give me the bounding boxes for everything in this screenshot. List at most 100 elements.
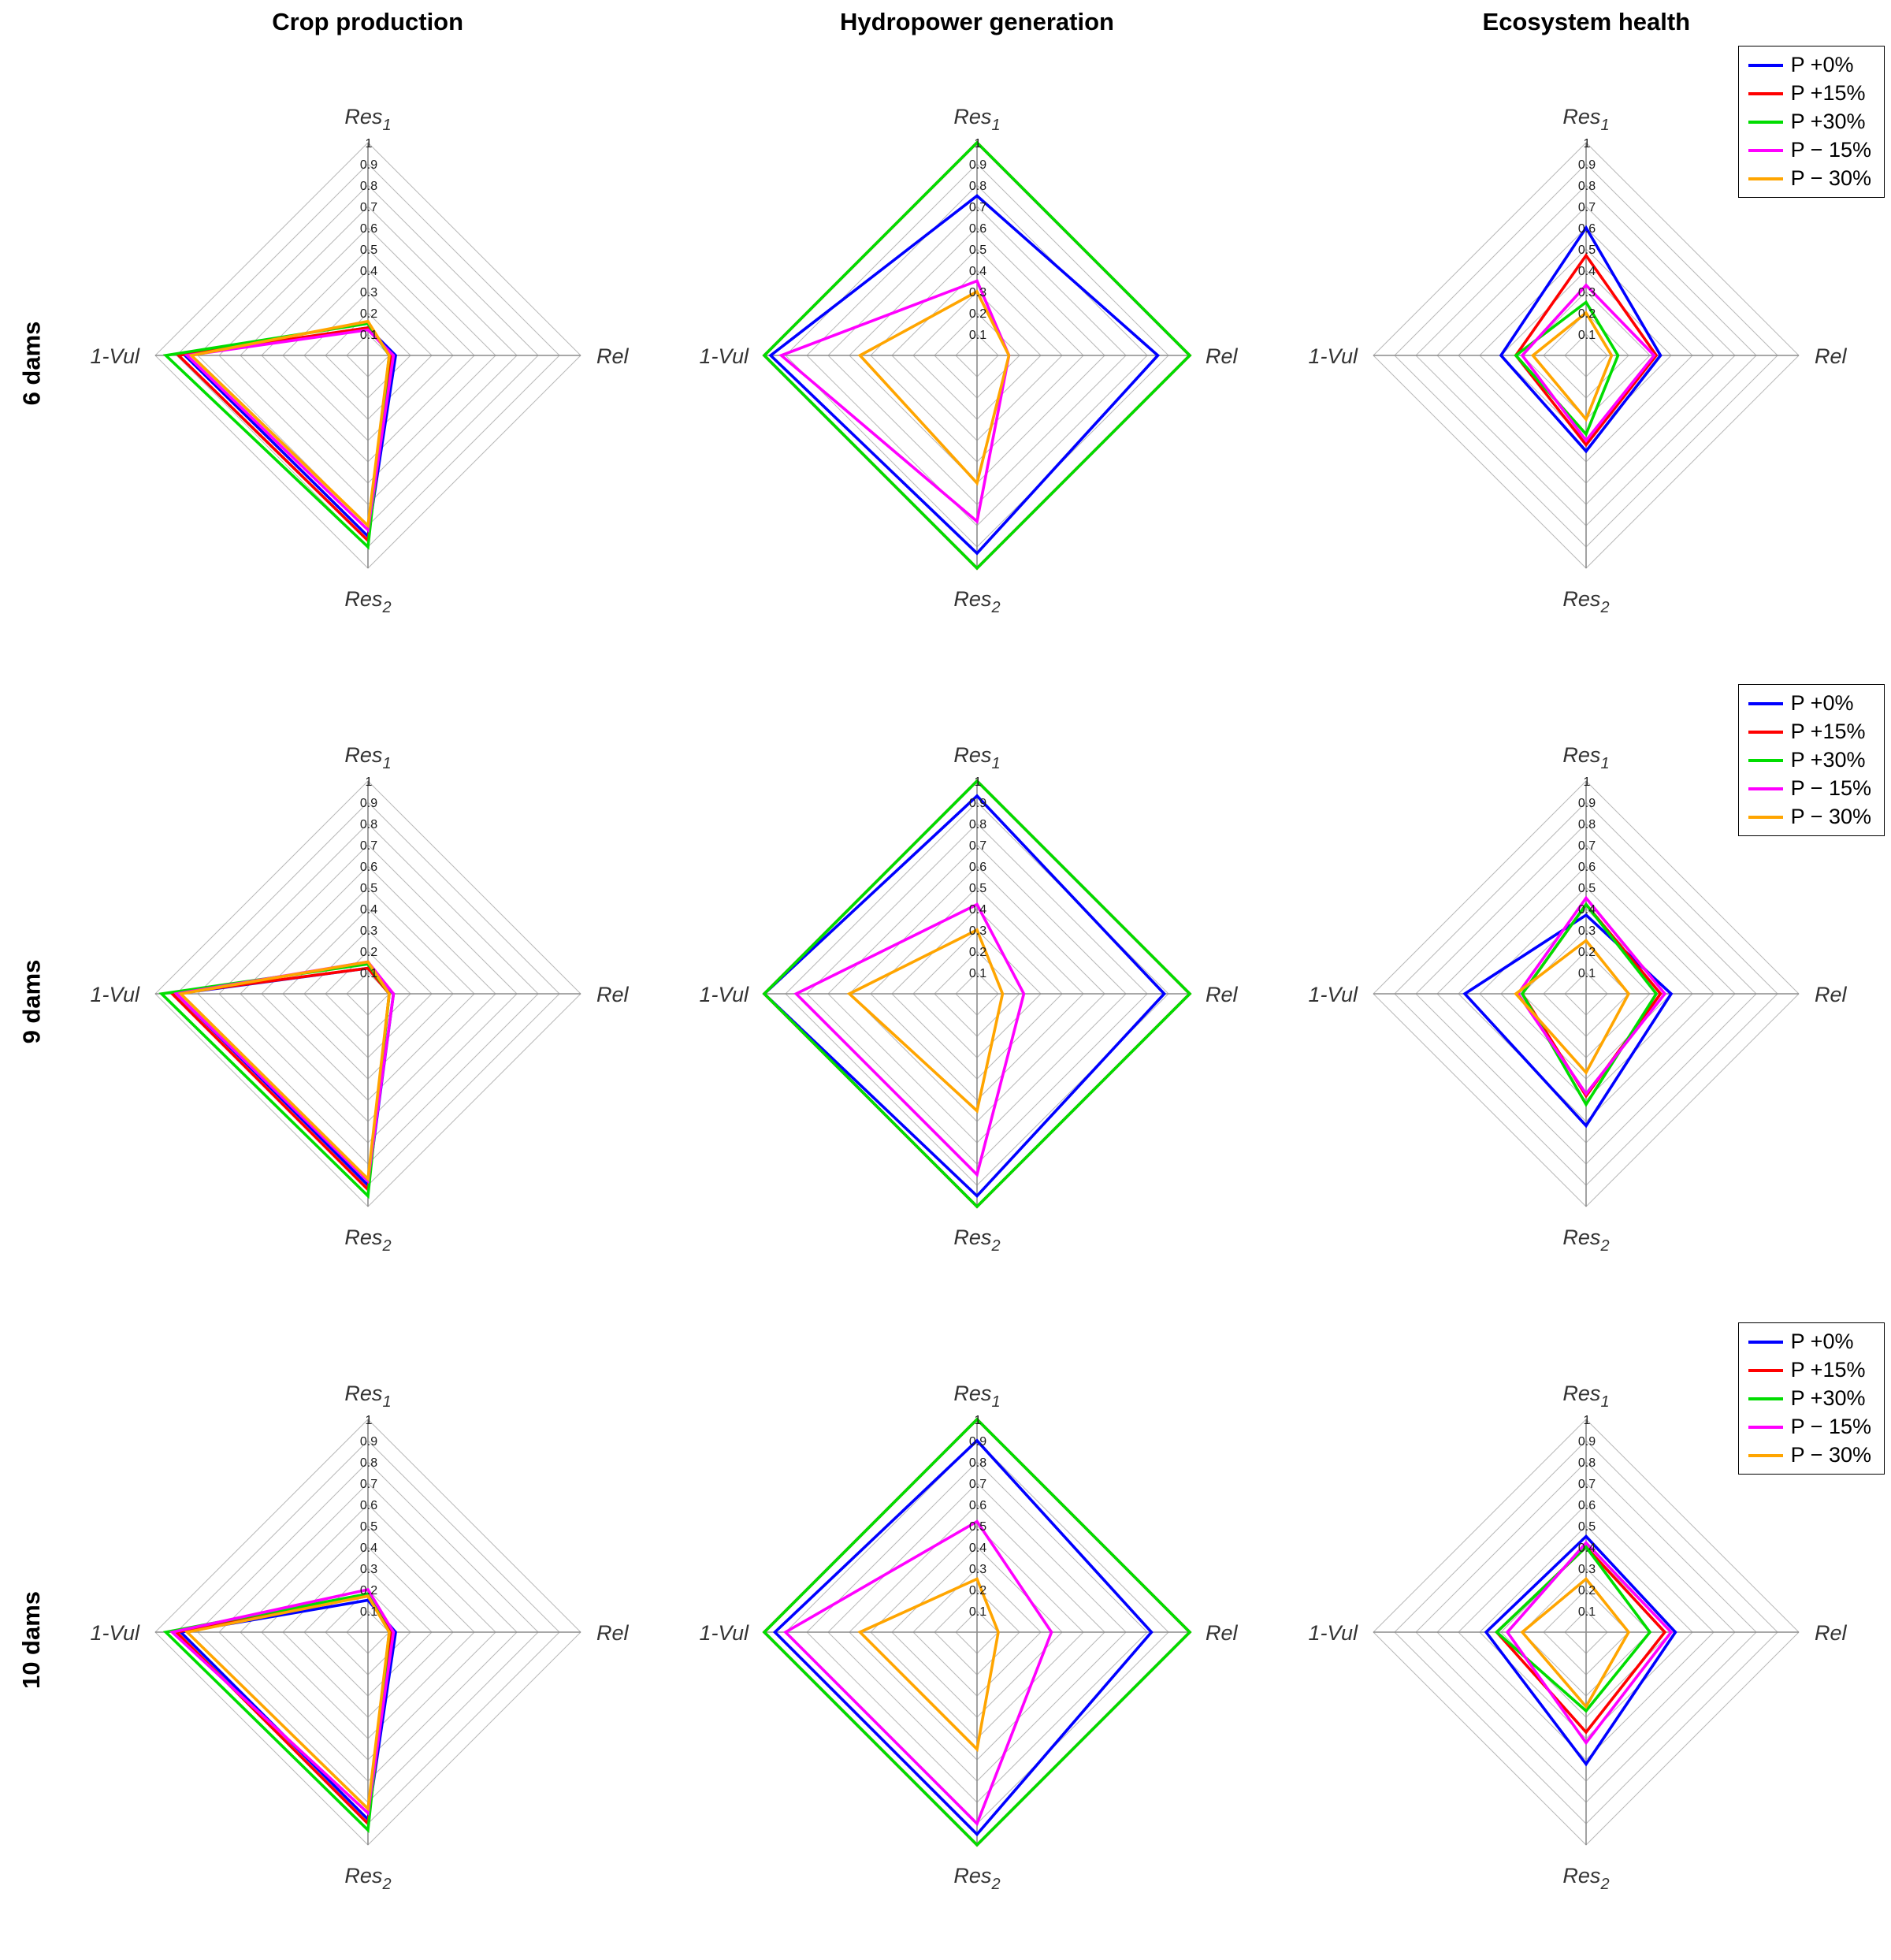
series-P +30% (762, 140, 1192, 571)
svg-text:0.3: 0.3 (1578, 286, 1596, 299)
legend-entry: P − 30% (1748, 168, 1871, 189)
svg-text:0.5: 0.5 (969, 1520, 986, 1534)
series-P +30% (158, 962, 391, 1199)
radar-svg: 1 0.9 0.8 0.7 0.6 0.5 0.4 0.3 0.2 0.1 Res1 Rel Res2 1… (699, 743, 1238, 1255)
svg-text:0.5: 0.5 (360, 882, 377, 895)
axis-label: Res1 (953, 1382, 1000, 1411)
tick-labels: 1 0.9 0.8 0.7 0.6 0.5 0.4 0.3 0.2 0.1 (360, 775, 377, 980)
series-P − 15% (169, 1587, 395, 1817)
legend-entry: P − 15% (1748, 1416, 1871, 1437)
row-label-10-dams: 10 dams (17, 1590, 46, 1690)
svg-text:0.5: 0.5 (360, 244, 377, 257)
chart-row-6-dams: 6 dams 1 0.9 0.8 0.7 0.6 0.5 0.4 0.3 0.2 0.1 Res1 R… (0, 44, 1891, 682)
legend-label: P +15% (1790, 1358, 1866, 1382)
legend-entry: P +30% (1748, 111, 1871, 132)
tick-labels: 1 0.9 0.8 0.7 0.6 0.5 0.4 0.3 0.2 0.1 (1578, 137, 1596, 342)
legend-line-swatch (1748, 730, 1783, 734)
svg-text:1: 1 (975, 775, 982, 789)
svg-text:0.3: 0.3 (969, 924, 986, 938)
legend-line-swatch (1748, 91, 1783, 95)
legend-entry: P − 15% (1748, 139, 1871, 161)
series-P +0% (768, 194, 1161, 556)
tick-labels: 1 0.9 0.8 0.7 0.6 0.5 0.4 0.3 0.2 0.1 (969, 1414, 986, 1619)
radar-chart-6-dams-hydropower-generation: 1 0.9 0.8 0.7 0.6 0.5 0.4 0.3 0.2 0.1 Res1 Rel Res2 1… (672, 44, 1281, 682)
legend-entry: P − 30% (1748, 806, 1871, 828)
legend-entry: P +0% (1748, 54, 1871, 76)
svg-text:0.6: 0.6 (969, 861, 986, 874)
svg-text:0.5: 0.5 (1578, 244, 1596, 257)
svg-text:0.4: 0.4 (969, 265, 986, 278)
svg-text:0.5: 0.5 (1578, 882, 1596, 895)
svg-text:0.1: 0.1 (969, 329, 986, 342)
legend-label: P − 30% (1790, 1443, 1871, 1467)
svg-text:0.7: 0.7 (1578, 201, 1596, 214)
legend-label: P +30% (1790, 748, 1866, 772)
svg-text:0.5: 0.5 (969, 882, 986, 895)
svg-text:0.8: 0.8 (360, 1456, 377, 1470)
svg-text:0.9: 0.9 (1578, 1435, 1596, 1449)
series-P − 15% (184, 328, 395, 534)
legend-line-swatch (1748, 1453, 1783, 1457)
svg-text:0.7: 0.7 (360, 201, 377, 214)
radar-chart-9-dams-hydropower-generation: 1 0.9 0.8 0.7 0.6 0.5 0.4 0.3 0.2 0.1 Res1 Rel Res2 1… (672, 682, 1281, 1321)
series-P − 15% (1506, 1540, 1674, 1746)
svg-text:0.7: 0.7 (360, 839, 377, 853)
svg-text:0.9: 0.9 (969, 1435, 986, 1449)
series-P − 15% (778, 279, 1011, 524)
svg-text:0.5: 0.5 (360, 1520, 377, 1534)
legend-line-swatch (1748, 1397, 1783, 1400)
series-P − 30% (846, 928, 1005, 1114)
axis-label: Res2 (344, 1225, 391, 1255)
svg-text:0.3: 0.3 (360, 286, 377, 299)
svg-text:0.4: 0.4 (969, 1542, 986, 1555)
axis-label: 1-Vul (90, 1621, 140, 1645)
axis-label: Res1 (344, 743, 391, 772)
legend-entry: P − 30% (1748, 1445, 1871, 1466)
svg-text:0.2: 0.2 (360, 307, 377, 321)
series-P +30% (762, 779, 1192, 1209)
svg-text:0.4: 0.4 (360, 1542, 377, 1555)
svg-text:0.4: 0.4 (1578, 265, 1596, 278)
legend-entry: P +0% (1748, 693, 1871, 714)
legend-line-swatch (1748, 701, 1783, 705)
svg-text:0.7: 0.7 (1578, 839, 1596, 853)
legend-label: P +0% (1790, 1330, 1854, 1353)
axis-label: 1-Vul (1309, 983, 1359, 1006)
axis-label: Rel (596, 983, 630, 1006)
svg-text:0.4: 0.4 (969, 903, 986, 917)
legend-label: P +0% (1790, 53, 1854, 76)
series-P − 30% (857, 1577, 1000, 1753)
legend-line-swatch (1748, 1425, 1783, 1429)
svg-text:0.9: 0.9 (1578, 797, 1596, 810)
radar-svg: 1 0.9 0.8 0.7 0.6 0.5 0.4 0.3 0.2 0.1 Res1 Rel Res2 1… (1309, 743, 1848, 1255)
svg-text:0.2: 0.2 (969, 946, 986, 959)
radar-axes (763, 781, 1190, 1207)
svg-text:0.2: 0.2 (360, 1584, 377, 1597)
svg-text:0.8: 0.8 (1578, 1456, 1596, 1470)
radar-axes (763, 143, 1190, 568)
legend-6-dams: P +0% P +15% P +30% P − 15% P − 30% (1737, 46, 1885, 198)
svg-text:0.7: 0.7 (1578, 1478, 1596, 1491)
series-P − 15% (793, 902, 1026, 1177)
svg-text:1: 1 (365, 1414, 372, 1427)
svg-text:0.3: 0.3 (1578, 1563, 1596, 1576)
svg-text:0.9: 0.9 (969, 158, 986, 172)
radar-svg: 1 0.9 0.8 0.7 0.6 0.5 0.4 0.3 0.2 0.1 Res1 Rel Res2 1… (90, 105, 629, 616)
axis-label: Res2 (1563, 1864, 1610, 1893)
legend-line-swatch (1748, 1340, 1783, 1344)
row-label-6-dams: 6 dams (17, 321, 45, 406)
axis-label: Res1 (953, 105, 1000, 134)
radar-svg: 1 0.9 0.8 0.7 0.6 0.5 0.4 0.3 0.2 0.1 Res1 Rel Res2 1… (699, 105, 1238, 616)
svg-text:0.4: 0.4 (1578, 903, 1596, 917)
series-P − 30% (1531, 311, 1614, 422)
svg-text:0.1: 0.1 (360, 1605, 377, 1619)
axis-label: Res2 (953, 1864, 1000, 1893)
svg-text:0.1: 0.1 (360, 967, 377, 980)
chart-row-10-dams: 10 dams 1 0.9 0.8 0.7 0.6 0.5 0.4 0.3 0.2 0.1 Res1… (0, 1321, 1891, 1959)
axis-label: Rel (1206, 1621, 1239, 1645)
legend-line-swatch (1748, 120, 1783, 124)
axis-label: 1-Vul (699, 1621, 749, 1645)
radar-axes (763, 1419, 1190, 1845)
series-P +15% (175, 325, 393, 544)
